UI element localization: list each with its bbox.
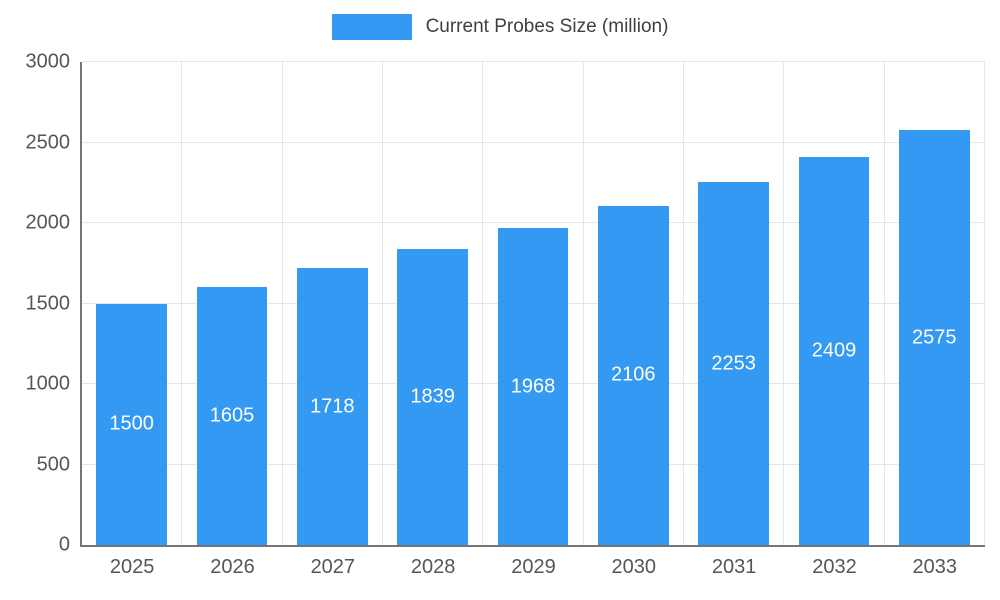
x-tick-label: 2028 [410,556,456,578]
y-tick-label: 2500 [25,131,71,153]
legend-label: Current Probes Size (million) [425,16,669,37]
bar-value-label: 2409 [811,339,857,362]
bar-value-label: 2575 [912,326,957,349]
bar-value-label: 1839 [410,385,455,408]
x-axis-labels: 2025 2026 2027 2028 2029 2030 2031 2032 2033 [82,556,985,579]
bar: 1718 [297,268,368,545]
bar: 1605 [196,286,268,545]
bar: 1500 [96,303,167,545]
bar: 2575 [899,130,970,545]
bar-slot: 1718 [283,62,383,545]
y-tick-label: 0 [58,533,70,556]
y-tick-label: 500 [36,453,70,476]
bar-slot: 1968 [483,62,584,545]
x-tick-label: 2029 [511,556,556,578]
bar-value-label: 1500 [109,412,154,435]
bar-value-label: 1605 [209,404,255,427]
bar-slot: 2409 [784,62,885,545]
x-tick-label: 2032 [812,556,857,578]
bar-value-label: 1968 [510,375,556,398]
gridline [82,141,985,143]
bar: 2106 [598,205,669,545]
bar-slot: 2253 [684,62,785,545]
y-axis-labels: 0 500 1000 1500 2000 2500 3000 [0,51,71,556]
x-tick-label: 2025 [109,556,155,578]
x-tick-label: 2033 [912,556,958,578]
bar-value-label: 2253 [711,352,756,375]
y-tick-label: 3000 [25,50,71,73]
bar: 1968 [497,228,569,545]
bar-slot: 1500 [82,62,183,545]
y-tick-label: 1500 [25,292,71,314]
bar: 1839 [397,248,468,545]
x-tick-label: 2026 [210,556,255,578]
bar: 2253 [698,182,769,545]
bar-slot: 1605 [182,62,283,545]
gridline [82,222,985,224]
x-tick-label: 2027 [310,556,356,578]
gridline [82,61,985,62]
y-tick-label: 2000 [25,211,71,234]
x-tick-label: 2031 [711,556,757,578]
legend: Current Probes Size (million) [0,14,1000,40]
bar-slot: 2575 [885,62,985,545]
bar-value-label: 2106 [611,363,656,386]
bar-slot: 2106 [584,62,684,545]
bar-row: 1500 1605 1718 1839 1968 2106 2253 2409 2575 [82,62,985,545]
bar-value-label: 1718 [310,395,355,418]
bar-slot: 1839 [383,62,484,545]
bar: 2409 [798,157,870,545]
y-tick-label: 1000 [25,372,71,395]
x-tick-label: 2030 [611,556,657,578]
plot-area: 1500 1605 1718 1839 1968 2106 2253 2409 2575 [80,61,985,547]
legend-swatch [331,14,412,40]
